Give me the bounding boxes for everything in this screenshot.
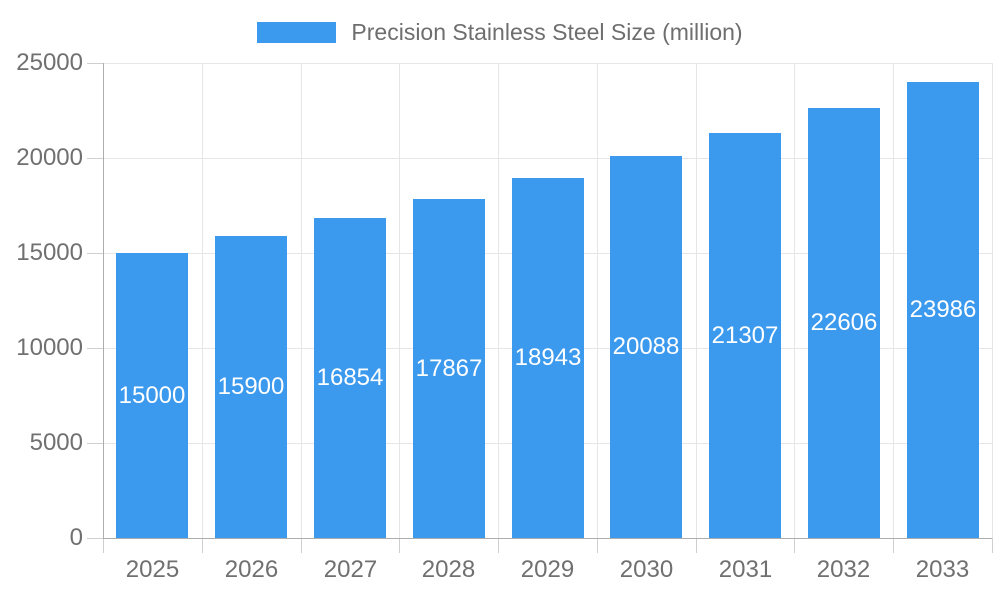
x-axis-tick-label: 2030 bbox=[619, 556, 674, 583]
bar-2030[interactable] bbox=[610, 156, 682, 538]
x-axis-tick bbox=[301, 538, 302, 553]
x-axis-tick-label: 2026 bbox=[224, 556, 279, 583]
x-gridline bbox=[301, 63, 302, 538]
bar-2032[interactable] bbox=[808, 108, 880, 538]
x-axis-tick bbox=[992, 538, 993, 553]
bar-2025[interactable] bbox=[116, 253, 188, 538]
y-axis-tick-label: 0 bbox=[69, 524, 83, 551]
bar-2029[interactable] bbox=[512, 178, 584, 538]
x-axis-tick-label: 2025 bbox=[125, 556, 180, 583]
bar-value-label: 17867 bbox=[415, 354, 483, 382]
x-axis-tick bbox=[696, 538, 697, 553]
y-axis-tick-label: 20000 bbox=[16, 144, 83, 171]
x-axis-tick bbox=[498, 538, 499, 553]
bar-value-label: 21307 bbox=[711, 321, 779, 349]
x-gridline bbox=[794, 63, 795, 538]
x-axis-tick-label: 2029 bbox=[520, 556, 575, 583]
x-gridline bbox=[696, 63, 697, 538]
bar-2028[interactable] bbox=[413, 199, 485, 538]
x-axis-tick-label: 2028 bbox=[421, 556, 476, 583]
bar-value-label: 18943 bbox=[514, 344, 582, 371]
y-axis-tick bbox=[87, 348, 103, 349]
bar-value-label: 20088 bbox=[612, 333, 680, 360]
y-axis-tick bbox=[87, 158, 103, 159]
bar-2027[interactable] bbox=[314, 218, 386, 538]
x-axis-tick bbox=[597, 538, 598, 553]
y-gridline bbox=[103, 158, 992, 159]
y-axis-line bbox=[103, 63, 104, 538]
x-gridline bbox=[893, 63, 894, 538]
x-axis-line bbox=[103, 538, 992, 539]
x-axis-tick-label: 2033 bbox=[915, 556, 970, 583]
bar-2033[interactable] bbox=[907, 82, 979, 538]
x-axis-tick bbox=[103, 538, 104, 553]
bar-value-label: 15900 bbox=[217, 373, 285, 400]
bar-value-label: 15000 bbox=[118, 381, 186, 409]
x-axis-tick bbox=[794, 538, 795, 553]
y-axis-tick-label: 25000 bbox=[16, 49, 83, 76]
y-axis-tick bbox=[87, 63, 103, 64]
x-gridline bbox=[498, 63, 499, 538]
bar-value-label: 23986 bbox=[909, 296, 977, 323]
legend-label: Precision Stainless Steel Size (million) bbox=[351, 19, 743, 45]
y-axis-tick-label: 10000 bbox=[16, 334, 83, 361]
x-gridline bbox=[202, 63, 203, 538]
x-gridline bbox=[992, 63, 993, 538]
legend-swatch bbox=[257, 21, 337, 43]
y-axis-tick bbox=[87, 443, 103, 444]
y-axis-tick-label: 15000 bbox=[16, 239, 83, 266]
legend-item[interactable]: Precision Stainless Steel Size (million) bbox=[0, 17, 1000, 47]
bar-2026[interactable] bbox=[215, 236, 287, 538]
bar-2031[interactable] bbox=[709, 133, 781, 538]
y-axis-tick bbox=[87, 538, 103, 539]
y-axis-tick-label: 5000 bbox=[29, 429, 83, 456]
y-gridline bbox=[103, 63, 992, 64]
bar-value-label: 22606 bbox=[810, 309, 878, 336]
x-axis-tick bbox=[893, 538, 894, 553]
y-axis-tick bbox=[87, 253, 103, 254]
x-gridline bbox=[597, 63, 598, 538]
x-axis-tick-label: 2027 bbox=[323, 556, 378, 583]
x-axis-tick bbox=[399, 538, 400, 553]
x-gridline bbox=[399, 63, 400, 538]
x-axis-tick-label: 2031 bbox=[718, 556, 773, 583]
x-axis-tick bbox=[202, 538, 203, 553]
x-axis-tick-label: 2032 bbox=[816, 556, 871, 583]
bar-value-label: 16854 bbox=[316, 364, 384, 391]
